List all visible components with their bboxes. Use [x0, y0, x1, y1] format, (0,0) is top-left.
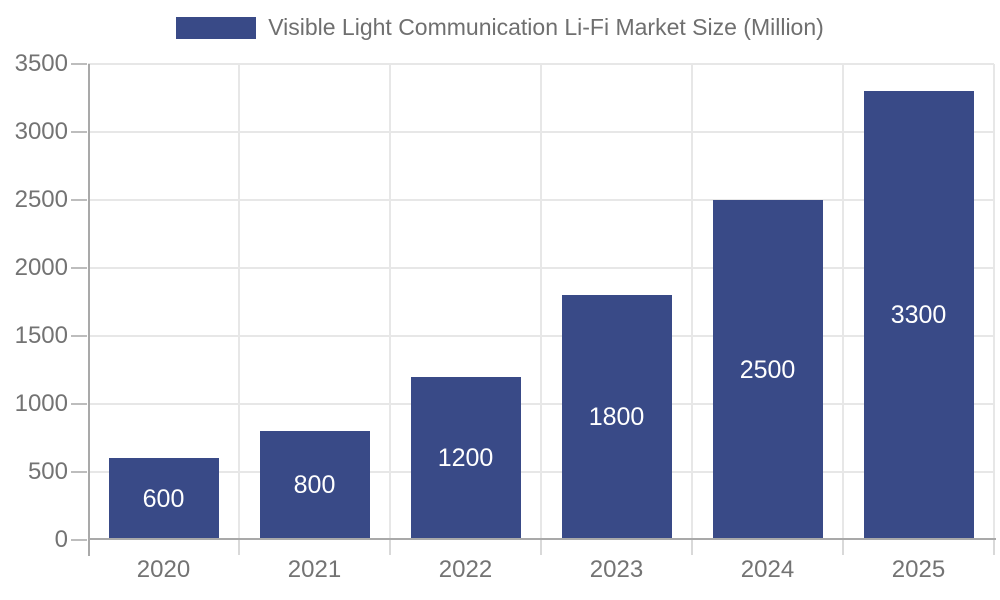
x-gridline	[842, 64, 844, 540]
bar-2024[interactable]: 2500	[712, 200, 823, 540]
y-axis-label: 500	[27, 458, 68, 485]
y-axis-label: 2000	[14, 254, 68, 281]
bar-2020[interactable]: 600	[108, 458, 219, 540]
x-gridline	[993, 64, 995, 540]
legend-label: Visible Light Communication Li-Fi Market…	[268, 14, 824, 40]
x-axis-label-2021: 2021	[287, 556, 342, 583]
x-axis-label-2020: 2020	[136, 556, 191, 583]
y-axis-tick	[71, 199, 87, 201]
bar-2022[interactable]: 1200	[410, 376, 521, 540]
x-gridline	[389, 64, 391, 540]
y-axis-label: 0	[54, 526, 68, 553]
y-axis-label: 1000	[14, 390, 68, 417]
x-axis-tick	[993, 540, 995, 555]
y-axis-label: 1500	[14, 322, 68, 349]
x-axis-label-2023: 2023	[589, 556, 644, 583]
bar-2021[interactable]: 800	[259, 431, 370, 540]
bar-value-label: 1800	[588, 403, 645, 432]
x-axis-tick	[238, 540, 240, 555]
y-axis-tick	[71, 63, 87, 65]
bar-2023[interactable]: 1800	[561, 295, 672, 540]
y-axis-tick	[71, 539, 87, 541]
y-axis-tick	[71, 471, 87, 473]
x-axis-label-2022: 2022	[438, 556, 493, 583]
x-axis-tick	[389, 540, 391, 555]
y-axis-label: 2500	[14, 186, 68, 213]
y-axis-tick	[71, 403, 87, 405]
x-axis-label-2024: 2024	[740, 556, 795, 583]
x-axis-tick	[540, 540, 542, 555]
x-axis-label-2025: 2025	[891, 556, 946, 583]
bar-value-label: 3300	[890, 301, 947, 330]
y-axis-tick	[71, 335, 87, 337]
legend-swatch-icon	[176, 16, 257, 39]
bar-value-label: 2500	[739, 355, 796, 384]
y-axis-label: 3500	[14, 50, 68, 77]
bar-value-label: 1200	[437, 443, 494, 472]
bar-value-label: 600	[142, 484, 185, 513]
y-axis-line	[88, 64, 90, 556]
x-axis-tick	[691, 540, 693, 555]
legend[interactable]: Visible Light Communication Li-Fi Market…	[0, 14, 1000, 41]
y-axis-label: 3000	[14, 118, 68, 145]
y-axis-tick	[71, 131, 87, 133]
y-axis-tick	[71, 267, 87, 269]
bar-value-label: 800	[293, 471, 336, 500]
x-gridline	[540, 64, 542, 540]
bar-2025[interactable]: 3300	[863, 91, 974, 540]
plot-area: 0 500 1000 1500 2000 2500 3000 3500 600 2020 800 20…	[15, 50, 996, 583]
x-gridline	[691, 64, 693, 540]
x-axis-tick	[842, 540, 844, 555]
x-axis-line	[88, 538, 996, 540]
x-gridline	[238, 64, 240, 540]
